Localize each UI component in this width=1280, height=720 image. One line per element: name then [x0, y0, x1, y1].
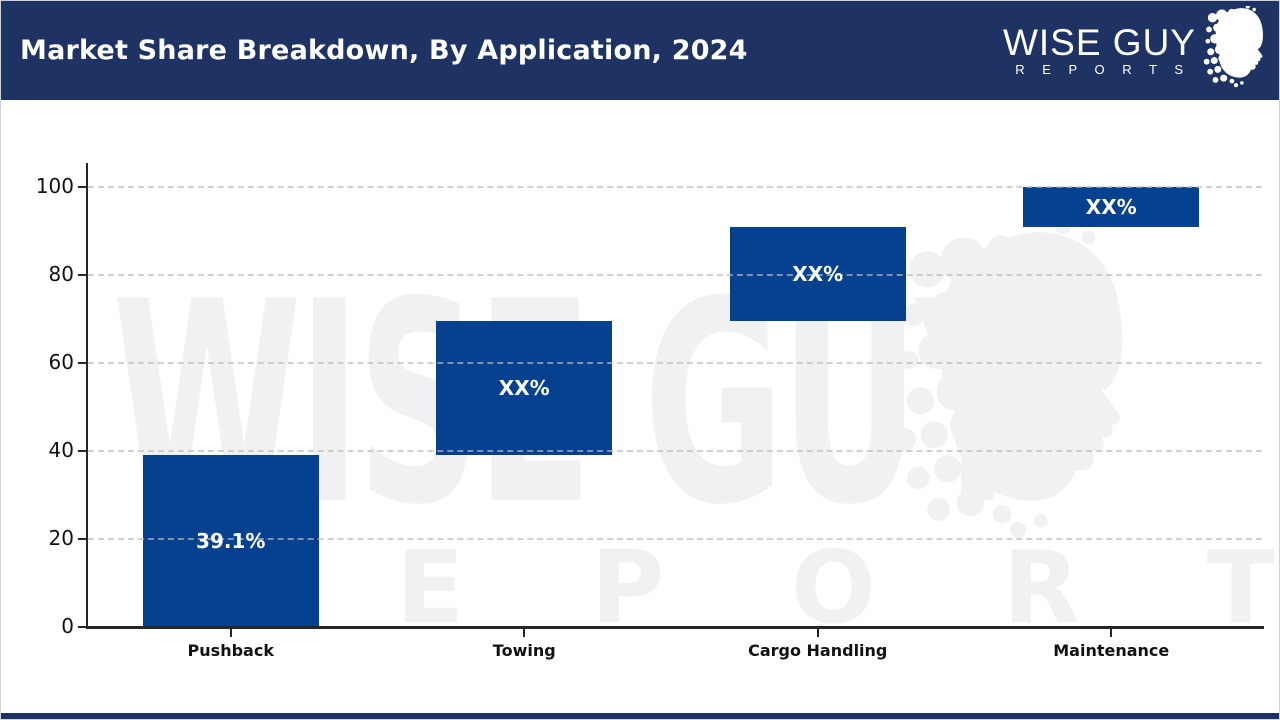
category-label-towing: Towing	[492, 641, 556, 660]
y-tick-0	[78, 626, 86, 628]
bar-value-label-cargo-handling: XX%	[792, 262, 844, 287]
category-label-pushback: Pushback	[187, 641, 274, 660]
bar-value-label-maintenance: XX%	[1085, 195, 1137, 220]
page-title: Market Share Breakdown, By Application, …	[20, 34, 748, 66]
y-tick-100	[78, 186, 86, 188]
wiseguy-logo: WISE GUY R E P O R T S	[1003, 0, 1268, 100]
category-label-maintenance: Maintenance	[1053, 641, 1170, 660]
bar-value-label-pushback: 39.1%	[196, 528, 266, 553]
y-tick-label-80: 80	[48, 262, 74, 286]
logo-subtext: R E P O R T S	[1015, 62, 1190, 77]
gridline-20	[88, 538, 1262, 540]
y-tick-label-0: 0	[61, 614, 74, 638]
wiseguy-head-icon	[1203, 6, 1263, 88]
x-tick-pushback	[229, 629, 232, 637]
y-tick-80	[78, 274, 86, 276]
y-axis-line	[86, 163, 88, 629]
bar-segment-pushback	[142, 454, 319, 627]
y-tick-60	[78, 362, 86, 364]
gridline-100	[88, 186, 1262, 188]
y-tick-label-40: 40	[48, 438, 74, 462]
x-tick-cargo-handling	[816, 629, 819, 637]
x-axis-line	[86, 626, 1264, 629]
y-tick-label-20: 20	[48, 526, 74, 550]
bar-segment-towing	[436, 321, 613, 455]
y-tick-label-60: 60	[48, 350, 74, 374]
bar-segment-maintenance	[1023, 187, 1200, 228]
gridline-60	[88, 362, 1262, 364]
category-label-cargo-handling: Cargo Handling	[748, 641, 888, 660]
bar-value-label-towing: XX%	[498, 376, 550, 401]
y-tick-40	[78, 450, 86, 452]
y-tick-20	[78, 538, 86, 540]
gridline-40	[88, 450, 1262, 452]
y-tick-label-100: 100	[35, 174, 74, 198]
x-tick-maintenance	[1110, 629, 1113, 637]
gridline-80	[88, 274, 1262, 276]
header-bar: Market Share Breakdown, By Application, …	[0, 0, 1280, 100]
logo-wordmark: WISE GUY	[1002, 22, 1196, 63]
x-tick-towing	[523, 629, 526, 637]
footer-bar	[0, 713, 1280, 720]
